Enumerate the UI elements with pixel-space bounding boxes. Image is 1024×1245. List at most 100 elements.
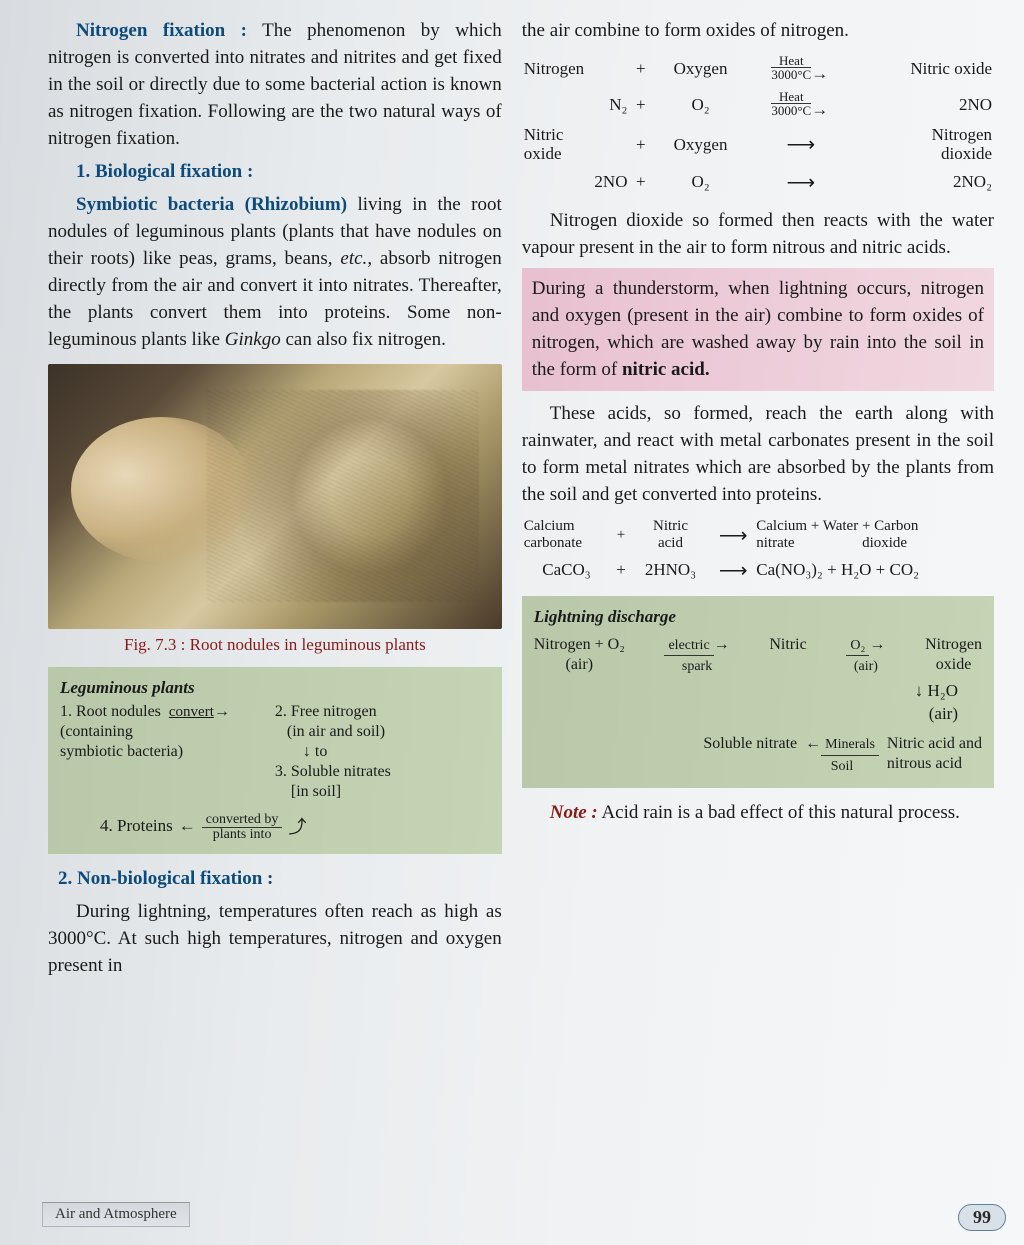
ld-arr2b: (air) xyxy=(854,659,878,674)
lp-n1b: (containing xyxy=(60,723,133,740)
ld-arr2a: O₂ xyxy=(846,637,869,657)
eq2-a: N₂ xyxy=(522,87,630,123)
box-lp-title: Leguminous plants xyxy=(60,677,490,700)
para-air-combine: the air combine to form oxides of nitrog… xyxy=(522,18,994,45)
eq2b-l: CaCO₃ xyxy=(522,555,612,586)
heading-nonbio-fixation: 2. Non-biological fixation : xyxy=(48,866,502,893)
ld-arr3a: Minerals xyxy=(821,736,879,756)
eq2-b: O₂ xyxy=(652,87,749,123)
eq2-bot: 3000°C xyxy=(771,103,811,117)
eq1-a: Nitrogen xyxy=(522,51,630,87)
para-symbiotic: Symbiotic bacteria (Rhizobium) living in… xyxy=(48,192,502,354)
eq3-c: Nitrogen dioxide xyxy=(912,126,992,163)
eq3-plus: + xyxy=(629,123,652,167)
eq2-plus: + xyxy=(629,87,652,123)
lp-node-1: 1. Root nodules convert→ (containing sym… xyxy=(60,702,240,762)
heading-biological-fixation: 1. Biological fixation : xyxy=(48,159,502,186)
lp-n2b: (in air and soil) xyxy=(287,723,385,740)
term-nitrogen-fixation: Nitrogen fixation : xyxy=(76,20,247,41)
eq-row-2: N₂ + O₂ Heat3000°C→ 2NO xyxy=(522,87,994,123)
pink-b: nitric acid. xyxy=(622,359,710,380)
ld-n3b: oxide xyxy=(936,656,972,673)
eq1-c: Nitric oxide xyxy=(851,51,994,87)
ld-n6a: Nitric acid and xyxy=(887,735,982,752)
eq2-arrow: Heat3000°C xyxy=(771,90,811,117)
ld-n3a: Nitrogen xyxy=(925,636,982,653)
equation-block-1: Nitrogen + Oxygen Heat3000°C→ Nitric oxi… xyxy=(522,51,994,198)
para-note: Note : Acid rain is a bad effect of this… xyxy=(522,800,994,827)
eq4-plus: + xyxy=(629,167,652,198)
box-ld-title: Lightning discharge xyxy=(534,606,982,629)
lp-left-arrow-icon: ← xyxy=(179,815,196,838)
eq1-arrow: Heat3000°C xyxy=(771,54,811,81)
eq1-top: Heat xyxy=(771,54,811,67)
ld-n2: Nitric xyxy=(769,635,806,655)
highlight-thunderstorm: During a thunderstorm, when lightning oc… xyxy=(522,268,994,392)
lp-corner-icon: ⤴ xyxy=(288,815,306,839)
eq4-c: 2NO₂ xyxy=(851,167,994,198)
eq2b-p: + xyxy=(611,555,631,586)
note-head: Note : xyxy=(550,802,598,823)
ld-n3: Nitrogen oxide xyxy=(925,635,982,675)
eq-row-4: 2NO + O₂ ⟶ 2NO₂ xyxy=(522,167,994,198)
ld-n1b: (air) xyxy=(565,656,593,673)
eq2-c: 2NO xyxy=(851,87,994,123)
ginkgo-italic: Ginkgo xyxy=(225,329,281,350)
para-no2-reacts: Nitrogen dioxide so formed then reacts w… xyxy=(522,208,994,262)
para-acids-reach: These acids, so formed, reach the earth … xyxy=(522,401,994,509)
footer-section-tab: Air and Atmosphere xyxy=(42,1202,190,1227)
eq2b-r: Ca(NO₃)₂ + H₂O + CO₂ xyxy=(754,555,994,586)
equation-block-2: Calciumcarbonate + Nitricacid ⟶ Calcium … xyxy=(522,515,994,586)
eq1-b: Oxygen xyxy=(652,51,749,87)
lp-n3a: 3. Soluble nitrates xyxy=(275,763,391,780)
pink-a: During a thunderstorm, when lightning oc… xyxy=(532,278,984,380)
lp-n4: 4. Proteins xyxy=(100,815,173,838)
eq4-arrow: ⟶ xyxy=(749,167,851,198)
para-nitrogen-fixation: Nitrogen fixation : The phenomenon by wh… xyxy=(48,18,502,153)
ld-n2-txt: Nitric xyxy=(769,636,806,653)
ld-arr1a: electric xyxy=(664,637,713,657)
lp-arr2: converted by plants into xyxy=(202,812,283,843)
term-rhizobium: Symbiotic bacteria (Rhizobium) xyxy=(76,194,347,215)
lp-n3b: [in soil] xyxy=(291,783,341,800)
lp-n2a: 2. Free nitrogen xyxy=(275,703,377,720)
lp-arr-convert: convert xyxy=(169,704,214,720)
lp-arr2b: plants into xyxy=(213,827,272,842)
para-sym-c: can also fix nitrogen. xyxy=(281,329,446,350)
ld-n4a: H₂O xyxy=(928,681,958,700)
eq2-top: Heat xyxy=(771,90,811,103)
eq2-row-2: CaCO₃ + 2HNO₃ ⟶ Ca(NO₃)₂ + H₂O + CO₂ xyxy=(522,555,994,586)
eq-row-1: Nitrogen + Oxygen Heat3000°C→ Nitric oxi… xyxy=(522,51,994,87)
ld-arr3: ←Minerals Soil xyxy=(805,734,879,776)
eq3-arrow: ⟶ xyxy=(749,123,851,167)
ld-n5: Soluble nitrate xyxy=(703,734,797,754)
page-number: 99 xyxy=(958,1204,1006,1231)
lp-arr2a: converted by xyxy=(202,812,283,828)
etc-italic: etc. xyxy=(340,248,367,269)
lp-n2c: ↓ to xyxy=(303,743,327,760)
eq2-row-1: Calciumcarbonate + Nitricacid ⟶ Calcium … xyxy=(522,515,994,555)
note-body: Acid rain is a bad effect of this natura… xyxy=(598,802,960,823)
ld-arr3b: Soil xyxy=(831,759,854,774)
eq1-bot: 3000°C xyxy=(771,67,811,81)
lp-node-2: 2. Free nitrogen (in air and soil) ↓ to … xyxy=(275,702,490,802)
eq4-b: O₂ xyxy=(652,167,749,198)
ld-down: ↓ H₂O (air) xyxy=(534,680,982,726)
ld-arr2: O₂→ (air) xyxy=(846,635,885,677)
eq3-a: Nitric oxide xyxy=(524,126,584,163)
eq2b-arr: ⟶ xyxy=(710,555,754,586)
eq-row-3: Nitric oxide + Oxygen ⟶ Nitrogen dioxide xyxy=(522,123,994,167)
lp-n1c: symbiotic bacteria) xyxy=(60,743,183,760)
box-lightning-discharge: Lightning discharge Nitrogen + O₂ (air) … xyxy=(522,596,994,788)
ld-arr1b: spark xyxy=(682,659,712,674)
figure-root-nodules-photo xyxy=(48,364,502,629)
ld-arr1: electric→ spark xyxy=(664,635,729,677)
ld-n6: Nitric acid and nitrous acid xyxy=(887,734,982,774)
eq3-b: Oxygen xyxy=(652,123,749,167)
ld-n6b: nitrous acid xyxy=(887,755,962,772)
eq1-plus: + xyxy=(629,51,652,87)
para-nonbio: During lightning, temperatures often rea… xyxy=(48,899,502,980)
ld-n1a: Nitrogen + O₂ xyxy=(534,636,625,653)
ld-n4b: (air) xyxy=(929,704,958,723)
eq4-a: 2NO xyxy=(522,167,630,198)
